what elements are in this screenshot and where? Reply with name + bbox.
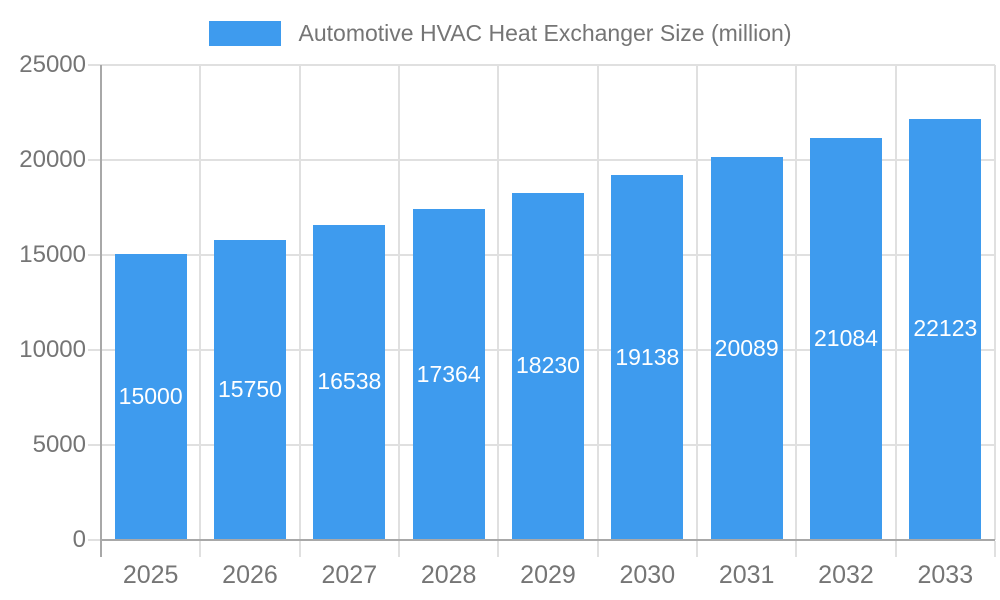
bar-value-label: 17364 (416, 360, 481, 387)
bar-value-label: 22123 (913, 315, 978, 342)
y-gridline (101, 159, 995, 161)
x-axis-tick-label: 2033 (917, 561, 974, 589)
x-gridline (298, 65, 301, 540)
x-axis-tick-label: 2032 (818, 561, 874, 589)
x-gridline (894, 65, 897, 540)
bar-value-label: 15750 (218, 375, 282, 402)
y-axis-tick (88, 159, 101, 161)
y-axis-tick-label: 0 (72, 526, 86, 553)
x-axis-tick-label: 2025 (122, 561, 179, 589)
y-axis-tick (88, 444, 101, 446)
y-axis-tick (88, 254, 101, 256)
x-axis-tick (795, 541, 798, 557)
legend-swatch (208, 20, 281, 46)
x-axis-tick-label: 2029 (520, 561, 576, 589)
x-axis-tick-label: 2027 (321, 561, 378, 589)
x-gridline (696, 65, 698, 540)
x-gridline (398, 65, 400, 540)
x-axis-tick (596, 541, 599, 557)
bar: 18230 (512, 192, 584, 539)
x-axis-tick-label: 2031 (718, 561, 775, 589)
bar: 15750 (214, 239, 286, 539)
bar: 22123 (909, 118, 982, 539)
bar-value-label: 21084 (814, 325, 878, 352)
x-axis-tick (894, 541, 897, 557)
bar: 15000 (114, 254, 187, 539)
bar: 21084 (810, 138, 882, 539)
bar: 19138 (611, 175, 684, 539)
chart-legend: Automotive HVAC Heat Exchanger Size (mil… (0, 20, 1000, 46)
bar-value-label: 18230 (516, 352, 580, 379)
x-axis-tick (994, 541, 996, 557)
x-axis-tick (199, 541, 202, 557)
x-gridline (199, 65, 202, 540)
bar: 17364 (412, 209, 485, 539)
y-axis-tick (88, 64, 101, 66)
y-axis-line (100, 65, 102, 557)
bar-value-label: 19138 (615, 343, 680, 370)
y-axis-tick-label: 25000 (19, 51, 86, 78)
x-axis-tick (298, 541, 301, 557)
y-axis-tick-label: 5000 (32, 431, 86, 458)
x-gridline (596, 65, 599, 540)
bar-value-label: 15000 (118, 383, 183, 409)
legend-label: Automotive HVAC Heat Exchanger Size (mil… (298, 19, 792, 46)
bar-value-label: 20089 (714, 334, 779, 361)
x-axis-line (100, 539, 995, 541)
y-axis-tick-label: 10000 (19, 336, 86, 363)
y-gridline (101, 64, 995, 66)
x-axis-tick-label: 2026 (222, 561, 278, 589)
x-axis-tick (696, 541, 698, 557)
x-gridline (795, 65, 798, 540)
y-axis-tick-label: 20000 (19, 146, 86, 173)
bar: 20089 (710, 157, 783, 539)
bar-value-label: 16538 (317, 368, 382, 395)
bar: 16538 (313, 224, 386, 539)
y-axis-tick (88, 349, 101, 351)
x-gridline (994, 65, 996, 540)
x-gridline (497, 65, 500, 540)
x-axis-tick-label: 2030 (619, 561, 676, 589)
x-axis-tick (497, 541, 500, 557)
x-axis-tick-label: 2028 (420, 561, 477, 589)
y-axis-tick (88, 539, 101, 541)
y-axis-tick-label: 15000 (19, 241, 86, 268)
x-axis-tick (398, 541, 400, 557)
